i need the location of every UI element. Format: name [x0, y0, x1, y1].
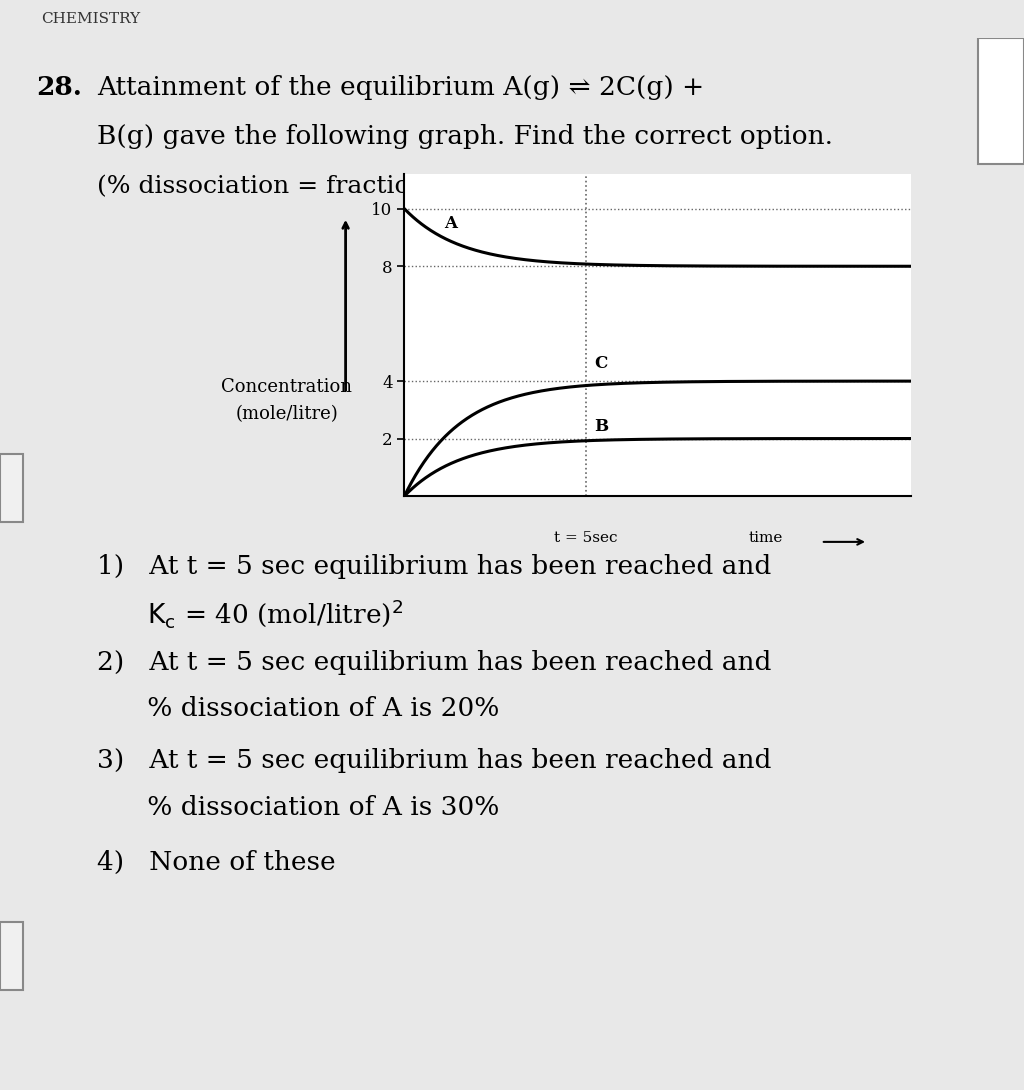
Text: 1)   At t = 5 sec equilibrium has been reached and: 1) At t = 5 sec equilibrium has been rea…	[97, 554, 771, 579]
FancyBboxPatch shape	[0, 922, 23, 990]
Text: t = 5sec: t = 5sec	[554, 531, 617, 545]
Text: Concentration: Concentration	[221, 378, 352, 396]
Text: B: B	[595, 419, 608, 435]
Text: 28.: 28.	[36, 75, 82, 100]
Text: 2: 2	[995, 92, 1008, 111]
Text: CHEMISTRY: CHEMISTRY	[41, 12, 140, 26]
Text: % dissociation of A is 30%: % dissociation of A is 30%	[97, 796, 500, 821]
Text: 2)   At t = 5 sec equilibrium has been reached and: 2) At t = 5 sec equilibrium has been rea…	[97, 651, 772, 676]
Text: 3)   At t = 5 sec equilibrium has been reached and: 3) At t = 5 sec equilibrium has been rea…	[97, 748, 772, 773]
Text: 3: 3	[5, 946, 17, 965]
Text: B(g) gave the following graph. Find the correct option.: B(g) gave the following graph. Find the …	[97, 124, 834, 149]
FancyBboxPatch shape	[0, 453, 23, 522]
Text: % dissociation of A is 20%: % dissociation of A is 20%	[97, 695, 500, 720]
Text: $\mathrm{K_c}$ = 40 (mol/litre)$^2$: $\mathrm{K_c}$ = 40 (mol/litre)$^2$	[97, 597, 403, 630]
Text: (% dissociation = fraction dissociated × 100): (% dissociation = fraction dissociated ×…	[97, 174, 671, 198]
Text: 4)   None of these: 4) None of these	[97, 850, 336, 875]
Text: time: time	[749, 531, 782, 545]
FancyBboxPatch shape	[978, 38, 1024, 165]
Text: Attainment of the equilibrium A(g) ⇌ 2C(g) +: Attainment of the equilibrium A(g) ⇌ 2C(…	[97, 75, 705, 100]
Text: C: C	[595, 355, 608, 372]
Text: (mole/litre): (mole/litre)	[236, 405, 338, 423]
Text: A: A	[444, 215, 458, 231]
Text: 2: 2	[5, 479, 17, 496]
